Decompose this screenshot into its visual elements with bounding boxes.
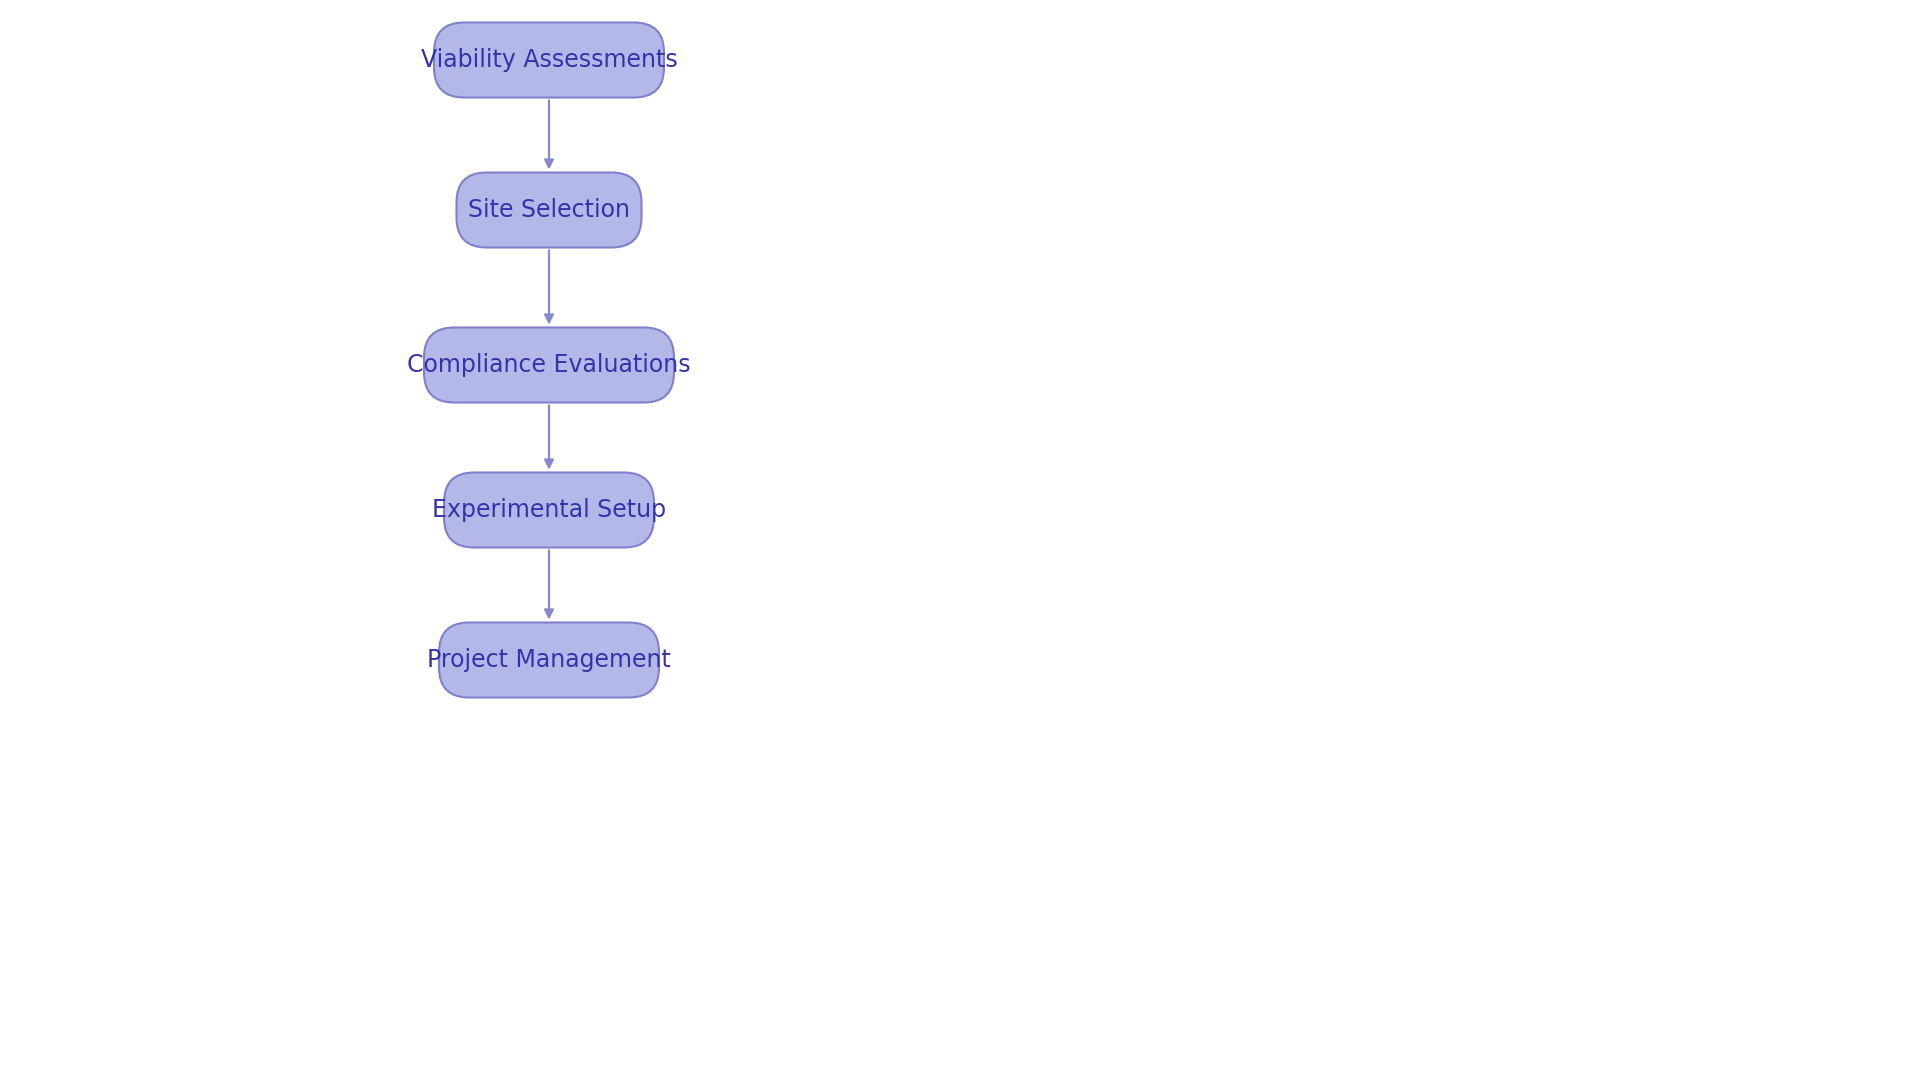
Text: Project Management: Project Management xyxy=(426,648,670,671)
Text: Experimental Setup: Experimental Setup xyxy=(432,498,666,522)
FancyBboxPatch shape xyxy=(440,623,659,697)
FancyBboxPatch shape xyxy=(434,23,664,97)
Text: Compliance Evaluations: Compliance Evaluations xyxy=(407,353,691,377)
FancyBboxPatch shape xyxy=(457,172,641,248)
Text: Viability Assessments: Viability Assessments xyxy=(420,48,678,71)
Text: Site Selection: Site Selection xyxy=(468,198,630,222)
FancyBboxPatch shape xyxy=(424,327,674,403)
FancyBboxPatch shape xyxy=(444,472,655,548)
